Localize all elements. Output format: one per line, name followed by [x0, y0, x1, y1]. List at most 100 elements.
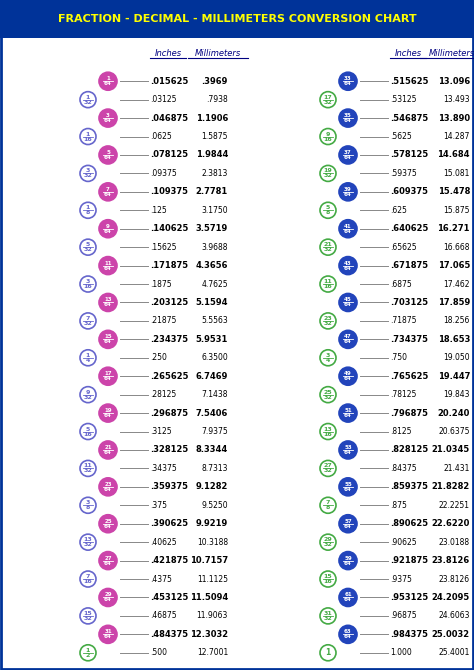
Text: 19.050: 19.050 — [443, 353, 470, 362]
Text: 8.7313: 8.7313 — [201, 464, 228, 473]
Text: .21875: .21875 — [150, 316, 176, 326]
Text: 4.7625: 4.7625 — [201, 279, 228, 289]
Text: 25: 25 — [324, 390, 332, 395]
Circle shape — [80, 92, 96, 108]
Circle shape — [99, 625, 117, 643]
Text: .78125: .78125 — [390, 390, 416, 399]
Text: .03125: .03125 — [150, 95, 176, 104]
Text: 64: 64 — [344, 377, 352, 381]
Text: 10.3188: 10.3188 — [197, 537, 228, 547]
Text: .625: .625 — [390, 206, 407, 215]
Text: .609375: .609375 — [390, 188, 428, 196]
Text: 17.859: 17.859 — [438, 298, 470, 307]
Text: .765625: .765625 — [390, 372, 428, 381]
Text: 64: 64 — [104, 339, 112, 344]
Text: .796875: .796875 — [390, 409, 428, 417]
Text: 32: 32 — [83, 321, 92, 326]
Text: .8125: .8125 — [390, 427, 411, 436]
Circle shape — [80, 387, 96, 403]
Text: 1: 1 — [86, 353, 90, 358]
Text: 1.9844: 1.9844 — [196, 151, 228, 159]
Circle shape — [320, 534, 336, 550]
Text: 23.8126: 23.8126 — [432, 556, 470, 565]
Text: .546875: .546875 — [390, 114, 428, 123]
Text: .84375: .84375 — [390, 464, 417, 473]
Text: 16: 16 — [324, 579, 332, 584]
Text: .984375: .984375 — [390, 630, 428, 639]
Circle shape — [320, 276, 336, 292]
Text: .265625: .265625 — [150, 372, 189, 381]
Text: 5: 5 — [106, 150, 110, 155]
Circle shape — [339, 109, 357, 127]
Circle shape — [339, 220, 357, 238]
Circle shape — [99, 183, 117, 201]
Text: 3.5719: 3.5719 — [196, 224, 228, 233]
Text: 7.1438: 7.1438 — [201, 390, 228, 399]
Text: 13: 13 — [83, 537, 92, 542]
Text: .9375: .9375 — [390, 575, 412, 584]
Text: .046875: .046875 — [150, 114, 188, 123]
Text: .28125: .28125 — [150, 390, 176, 399]
Text: 64: 64 — [344, 155, 352, 160]
Text: 9: 9 — [326, 131, 330, 137]
Circle shape — [320, 129, 336, 145]
Circle shape — [320, 645, 336, 661]
Text: .234375: .234375 — [150, 335, 188, 344]
Text: 3: 3 — [86, 168, 90, 174]
Text: .0625: .0625 — [150, 132, 172, 141]
Text: Millimeters: Millimeters — [429, 49, 474, 58]
Circle shape — [99, 330, 117, 348]
Circle shape — [99, 551, 117, 570]
Text: 2.3813: 2.3813 — [201, 169, 228, 178]
Text: .296875: .296875 — [150, 409, 188, 417]
Text: 9.9219: 9.9219 — [196, 519, 228, 528]
Text: 17: 17 — [104, 371, 112, 377]
Text: .828125: .828125 — [390, 446, 428, 454]
Circle shape — [339, 330, 357, 348]
Text: 64: 64 — [344, 265, 352, 271]
Text: 32: 32 — [324, 321, 332, 326]
Circle shape — [339, 72, 357, 90]
Text: .328125: .328125 — [150, 446, 188, 454]
Text: 32: 32 — [324, 174, 332, 178]
Text: 5.9531: 5.9531 — [196, 335, 228, 344]
Circle shape — [80, 571, 96, 587]
Text: 64: 64 — [104, 598, 112, 602]
Text: 7: 7 — [326, 500, 330, 505]
Circle shape — [99, 367, 117, 385]
Text: 32: 32 — [324, 616, 332, 621]
Text: 27: 27 — [104, 555, 112, 561]
Text: 64: 64 — [344, 228, 352, 234]
Text: .671875: .671875 — [390, 261, 428, 270]
Text: 64: 64 — [104, 192, 112, 197]
Text: 64: 64 — [344, 413, 352, 418]
Text: .4375: .4375 — [150, 575, 172, 584]
Text: .750: .750 — [390, 353, 407, 362]
Text: .34375: .34375 — [150, 464, 177, 473]
Text: 64: 64 — [344, 81, 352, 86]
Text: .015625: .015625 — [150, 77, 188, 86]
Circle shape — [339, 146, 357, 164]
Text: 1: 1 — [325, 649, 331, 657]
Text: 33: 33 — [344, 76, 352, 81]
Text: 3: 3 — [106, 113, 110, 118]
Circle shape — [320, 608, 336, 624]
Text: 18.256: 18.256 — [444, 316, 470, 326]
Text: 24.2095: 24.2095 — [432, 593, 470, 602]
Circle shape — [80, 534, 96, 550]
Text: 64: 64 — [104, 302, 112, 308]
Circle shape — [320, 350, 336, 366]
Text: 3: 3 — [326, 353, 330, 358]
Text: 41: 41 — [344, 224, 352, 228]
Circle shape — [99, 257, 117, 275]
Text: Inches: Inches — [155, 49, 182, 58]
Text: .578125: .578125 — [390, 151, 428, 159]
Text: .890625: .890625 — [390, 519, 428, 528]
Text: .484375: .484375 — [150, 630, 188, 639]
Text: 5.1594: 5.1594 — [195, 298, 228, 307]
Text: .109375: .109375 — [150, 188, 188, 196]
Circle shape — [339, 293, 357, 312]
Circle shape — [80, 423, 96, 440]
Text: 32: 32 — [324, 100, 332, 105]
Circle shape — [320, 497, 336, 513]
